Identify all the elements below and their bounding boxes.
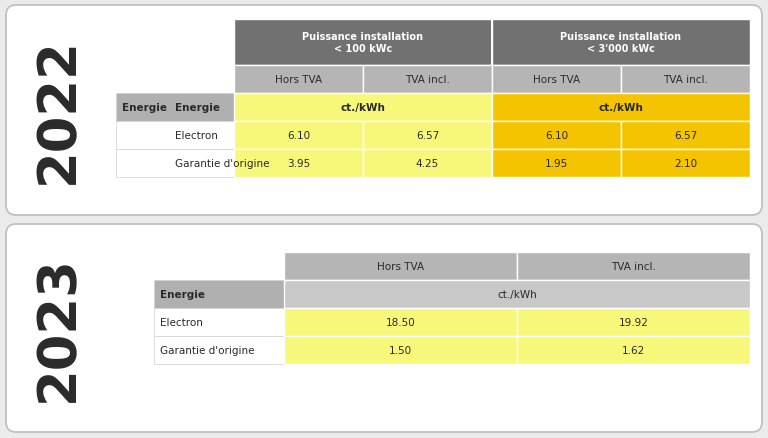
Text: 18.50: 18.50 xyxy=(386,317,415,327)
Text: Hors TVA: Hors TVA xyxy=(275,75,322,85)
Bar xyxy=(621,150,750,177)
Text: 6.57: 6.57 xyxy=(416,131,439,141)
Text: Hors TVA: Hors TVA xyxy=(377,261,424,272)
Text: 6.10: 6.10 xyxy=(545,131,568,141)
Bar xyxy=(234,94,492,122)
Bar xyxy=(492,66,621,94)
Bar xyxy=(284,252,517,280)
Text: 1.50: 1.50 xyxy=(389,345,412,355)
Bar xyxy=(492,150,621,177)
Text: Garantie d'origine: Garantie d'origine xyxy=(175,159,270,169)
Bar xyxy=(492,20,750,66)
Bar xyxy=(234,122,363,150)
Text: Energie: Energie xyxy=(160,290,205,299)
Bar xyxy=(234,20,492,66)
Bar xyxy=(491,20,493,66)
Text: Energie: Energie xyxy=(175,103,220,113)
Text: 6.57: 6.57 xyxy=(674,131,697,141)
Text: 6.10: 6.10 xyxy=(287,131,310,141)
Text: 2023: 2023 xyxy=(32,255,84,402)
FancyBboxPatch shape xyxy=(6,225,762,432)
Bar xyxy=(154,280,284,308)
Text: 2.10: 2.10 xyxy=(674,159,697,169)
Bar xyxy=(116,150,234,177)
Bar xyxy=(116,122,234,150)
Bar xyxy=(363,150,492,177)
Text: 2022: 2022 xyxy=(32,38,84,184)
Text: TVA incl.: TVA incl. xyxy=(663,75,708,85)
Text: 1.95: 1.95 xyxy=(545,159,568,169)
Bar xyxy=(621,66,750,94)
Bar xyxy=(154,336,284,364)
Bar xyxy=(154,252,284,280)
Bar xyxy=(116,66,234,94)
Text: Energie: Energie xyxy=(122,103,167,113)
Text: TVA incl.: TVA incl. xyxy=(405,75,450,85)
Bar xyxy=(116,94,234,122)
Text: Puissance installation
< 100 kWc: Puissance installation < 100 kWc xyxy=(303,32,423,54)
Text: Garantie d'origine: Garantie d'origine xyxy=(160,345,254,355)
Text: Electron: Electron xyxy=(160,317,203,327)
Bar xyxy=(116,20,234,66)
Text: Electron: Electron xyxy=(175,131,218,141)
Bar xyxy=(284,336,517,364)
Text: 1.62: 1.62 xyxy=(622,345,645,355)
Bar xyxy=(517,252,750,280)
Text: ct./kWh: ct./kWh xyxy=(340,103,386,113)
Text: Hors TVA: Hors TVA xyxy=(533,75,580,85)
Text: 4.25: 4.25 xyxy=(416,159,439,169)
Text: ct./kWh: ct./kWh xyxy=(598,103,644,113)
Bar xyxy=(492,122,621,150)
Bar xyxy=(621,122,750,150)
Bar xyxy=(363,122,492,150)
Bar xyxy=(517,308,750,336)
Bar xyxy=(284,280,750,308)
Bar xyxy=(234,66,363,94)
Bar xyxy=(284,308,517,336)
FancyBboxPatch shape xyxy=(6,6,762,215)
Text: 19.92: 19.92 xyxy=(618,317,648,327)
Text: Puissance installation
< 3'000 kWc: Puissance installation < 3'000 kWc xyxy=(561,32,681,54)
Text: TVA incl.: TVA incl. xyxy=(611,261,656,272)
Bar xyxy=(517,336,750,364)
Bar xyxy=(492,94,750,122)
Text: 3.95: 3.95 xyxy=(287,159,310,169)
Bar xyxy=(234,150,363,177)
Bar xyxy=(363,66,492,94)
Bar xyxy=(154,308,284,336)
Text: ct./kWh: ct./kWh xyxy=(497,290,537,299)
